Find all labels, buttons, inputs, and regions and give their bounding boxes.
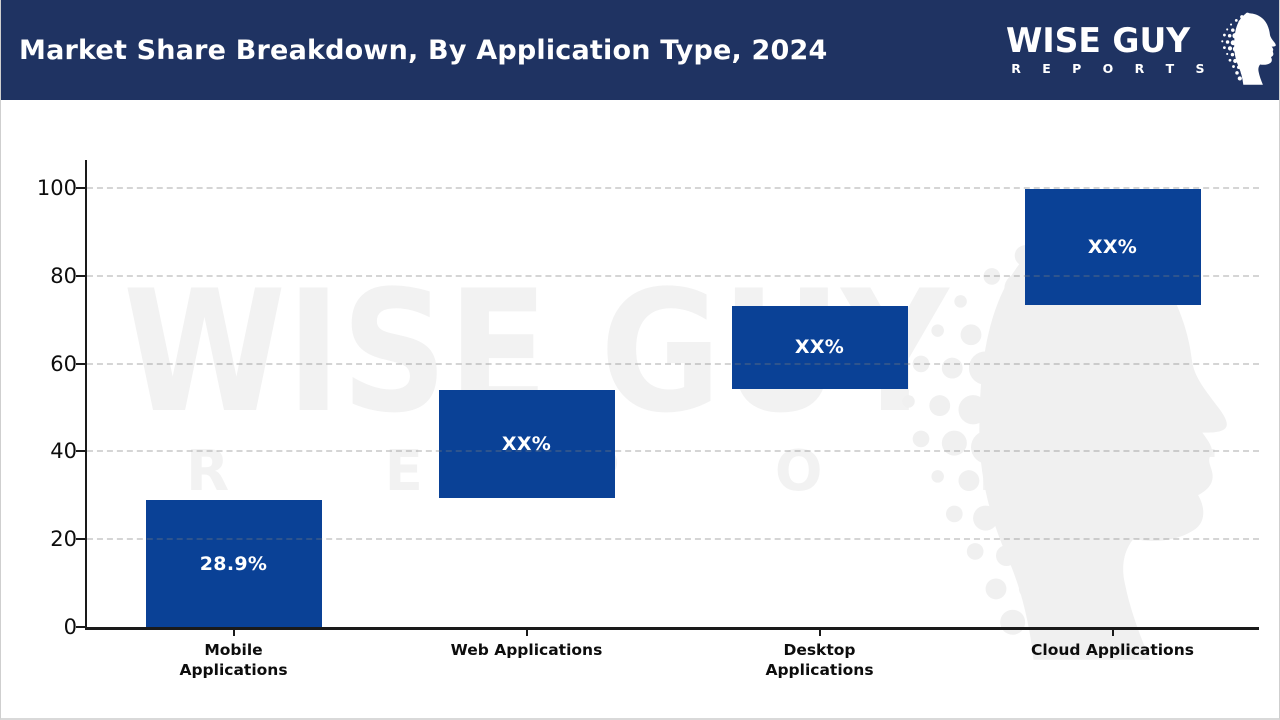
bar-value-label-web-applications: XX% bbox=[501, 432, 552, 455]
x-tick-mark-mobile-applications bbox=[232, 630, 235, 636]
x-tick-label-desktop-applications: Desktop Applications bbox=[765, 641, 874, 680]
y-tick-label-100: 100 bbox=[36, 176, 77, 200]
y-tick-mark-60 bbox=[76, 362, 87, 365]
x-axis-line bbox=[85, 627, 1259, 630]
y-tick-mark-100 bbox=[76, 187, 87, 189]
x-tick-label-mobile-applications: Mobile Applications bbox=[179, 641, 288, 680]
brand-subname: R E P O R T S bbox=[1011, 61, 1213, 76]
bar-value-label-mobile-applications: 28.9% bbox=[199, 552, 268, 575]
brand-name: WISE GUY bbox=[1006, 21, 1191, 61]
gridline-40 bbox=[87, 450, 1259, 453]
gridline-100 bbox=[87, 187, 1259, 189]
brand-logo: WISE GUY R E P O R T S bbox=[1006, 0, 1279, 100]
bar-mobile-applications: 28.9% bbox=[145, 500, 322, 627]
brand-logo-text: WISE GUY R E P O R T S bbox=[1006, 24, 1213, 76]
x-tick-mark-desktop-applications bbox=[818, 630, 821, 636]
header: Market Share Breakdown, By Application T… bbox=[1, 0, 1279, 100]
x-tick-mark-cloud-applications bbox=[1111, 630, 1114, 636]
y-tick-label-40: 40 bbox=[50, 439, 77, 464]
x-tick-label-web-applications: Web Applications bbox=[450, 641, 603, 659]
y-tick-label-60: 60 bbox=[50, 351, 77, 376]
y-tick-mark-40 bbox=[76, 450, 87, 453]
gridline-60 bbox=[87, 362, 1259, 365]
gridline-20 bbox=[87, 538, 1259, 541]
bar-cloud-applications: XX% bbox=[1024, 188, 1201, 305]
x-tick-label-cloud-applications: Cloud Applications bbox=[1031, 641, 1194, 659]
bar-desktop-applications: XX% bbox=[731, 305, 908, 389]
y-tick-label-0: 0 bbox=[63, 615, 77, 639]
y-tick-mark-20 bbox=[76, 538, 87, 541]
gridline-80 bbox=[87, 274, 1259, 277]
y-tick-mark-0 bbox=[76, 626, 87, 628]
y-tick-mark-80 bbox=[76, 274, 87, 277]
y-axis-line bbox=[85, 160, 87, 630]
bar-web-applications: XX% bbox=[438, 389, 615, 499]
brand-face-icon bbox=[1221, 12, 1276, 85]
bar-value-label-desktop-applications: XX% bbox=[794, 336, 845, 359]
page-title: Market Share Breakdown, By Application T… bbox=[19, 34, 828, 66]
bar-value-label-cloud-applications: XX% bbox=[1087, 235, 1138, 258]
y-tick-label-20: 20 bbox=[50, 527, 77, 552]
x-tick-mark-web-applications bbox=[525, 630, 528, 636]
y-tick-label-80: 80 bbox=[50, 263, 77, 288]
